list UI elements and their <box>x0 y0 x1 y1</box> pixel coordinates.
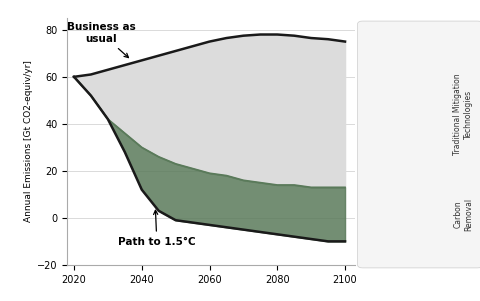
Text: Traditional Mitigation
Technologies: Traditional Mitigation Technologies <box>454 74 473 155</box>
Text: Carbon
Removal: Carbon Removal <box>454 198 473 231</box>
Text: CO₂: CO₂ <box>389 209 408 219</box>
Text: ⊞: ⊞ <box>393 108 404 121</box>
Text: Path to 1.5°C: Path to 1.5°C <box>118 210 196 247</box>
Text: 💡: 💡 <box>395 69 402 82</box>
Y-axis label: Annual Emissions [Gt CO2-equiv/yr]: Annual Emissions [Gt CO2-equiv/yr] <box>24 61 33 222</box>
Text: ✦: ✦ <box>393 132 404 145</box>
Text: Business as
usual: Business as usual <box>67 22 135 57</box>
